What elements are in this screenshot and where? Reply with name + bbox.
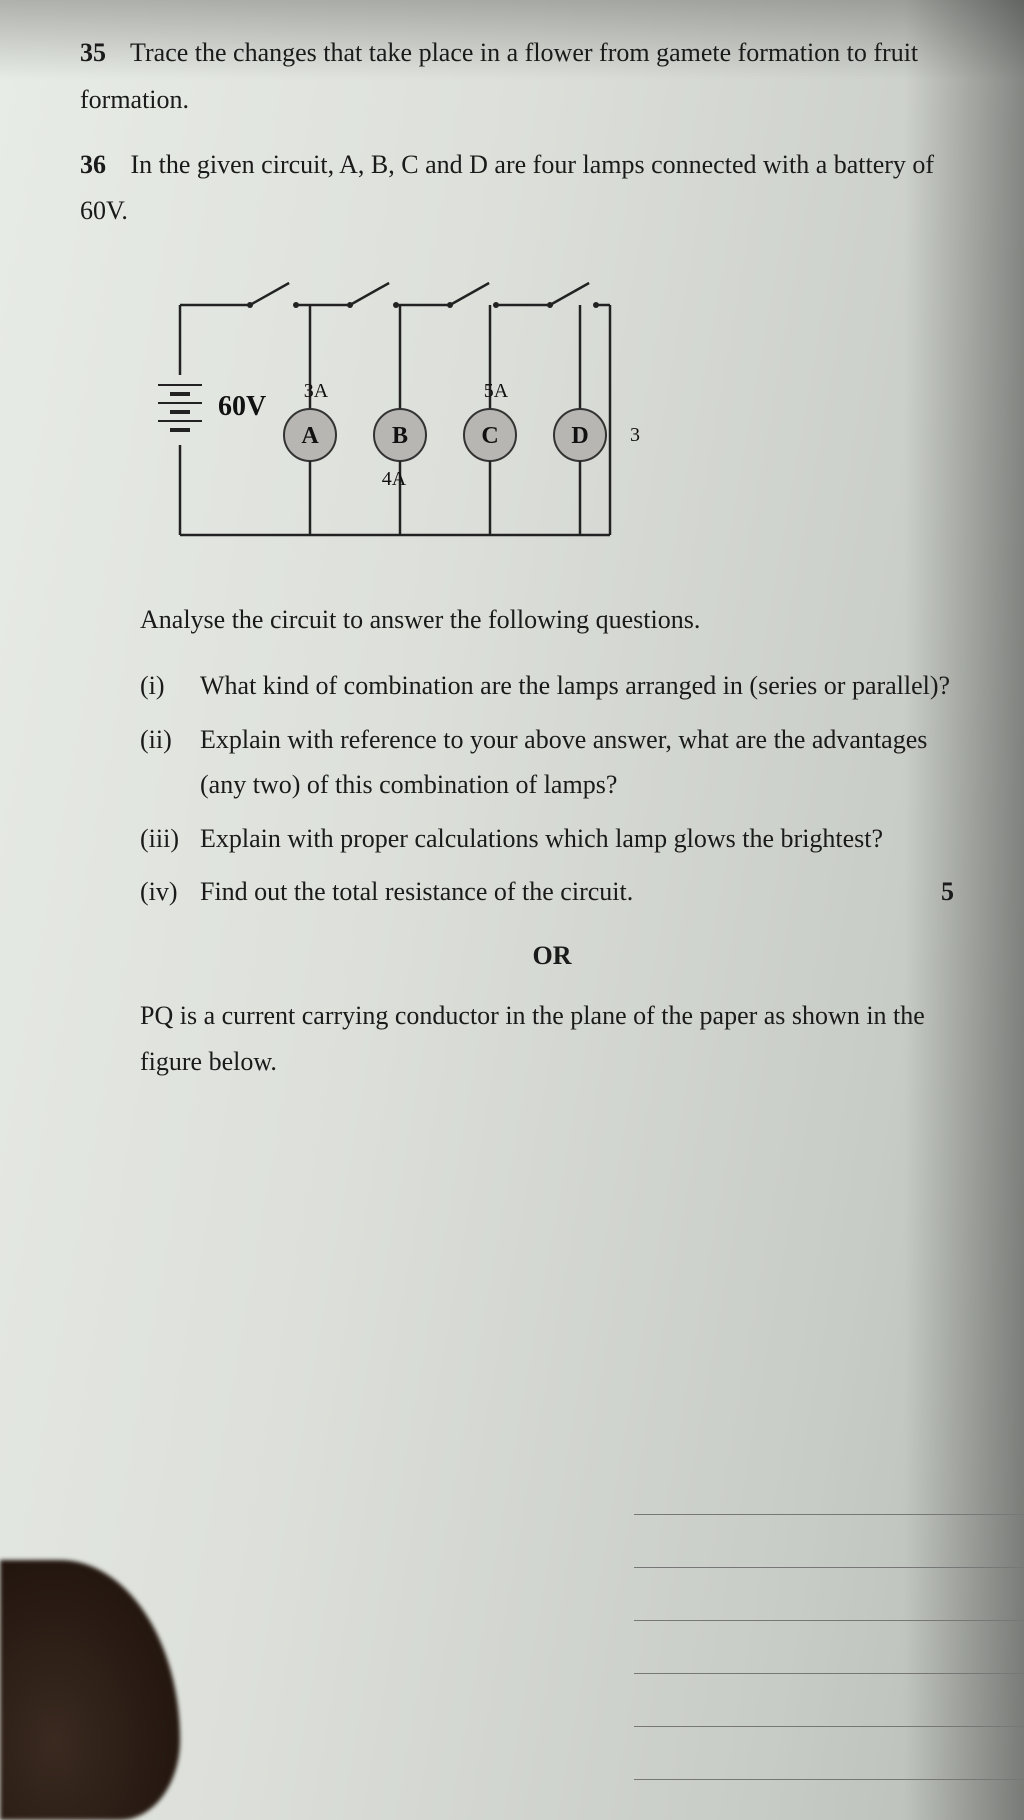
q35-text: Trace the changes that take place in a f…	[80, 38, 918, 114]
ruled-line	[634, 1568, 1024, 1621]
page-content: 35 Trace the changes that take place in …	[80, 30, 964, 1098]
sub-i-marker: (i)	[140, 663, 200, 709]
marks-5: 5	[941, 869, 954, 915]
ruled-line	[634, 1462, 1024, 1515]
sub-questions: (i) What kind of combination are the lam…	[140, 663, 964, 915]
ruled-line	[634, 1621, 1024, 1674]
svg-text:D: D	[571, 423, 588, 449]
finger-shadow	[0, 1560, 180, 1820]
sub-iv-marker: (iv)	[140, 869, 200, 915]
svg-text:A: A	[301, 423, 319, 449]
sub-i-text: What kind of combination are the lamps a…	[200, 663, 964, 709]
svg-text:4A: 4A	[382, 468, 407, 490]
svg-text:5A: 5A	[484, 380, 509, 402]
sub-iv: (iv) Find out the total resistance of th…	[140, 869, 964, 915]
svg-text:60V: 60V	[218, 391, 266, 422]
analyse-instruction: Analyse the circuit to answer the follow…	[140, 605, 964, 635]
question-35: 35 Trace the changes that take place in …	[80, 30, 964, 124]
sub-ii-marker: (ii)	[140, 717, 200, 808]
svg-text:C: C	[481, 423, 498, 449]
or-separator: OR	[140, 941, 964, 971]
sub-i: (i) What kind of combination are the lam…	[140, 663, 964, 709]
circuit-diagram: 60V A B C D 3A 4A 5A 3A	[140, 265, 640, 575]
sub-iii: (iii) Explain with proper calculations w…	[140, 816, 964, 862]
sub-iv-text: Find out the total resistance of the cir…	[200, 869, 964, 915]
ruled-lines	[634, 1462, 1024, 1780]
circuit-svg: 60V A B C D 3A 4A 5A 3A	[140, 265, 640, 575]
q36-number: 36	[80, 142, 124, 189]
ruled-line	[634, 1515, 1024, 1568]
svg-text:3A: 3A	[304, 380, 329, 402]
ruled-line	[634, 1727, 1024, 1780]
q35-number: 35	[80, 30, 124, 77]
sub-ii: (ii) Explain with reference to your abov…	[140, 717, 964, 808]
question-36: 36 In the given circuit, A, B, C and D a…	[80, 142, 964, 236]
pq-statement: PQ is a current carrying conductor in th…	[140, 993, 964, 1087]
sub-ii-text: Explain with reference to your above ans…	[200, 717, 964, 808]
question-body: Analyse the circuit to answer the follow…	[140, 605, 964, 1086]
exam-page: 35 Trace the changes that take place in …	[0, 0, 1024, 1820]
sub-iii-text: Explain with proper calculations which l…	[200, 816, 964, 862]
q36-text: In the given circuit, A, B, C and D are …	[80, 150, 934, 226]
sub-iii-marker: (iii)	[140, 816, 200, 862]
svg-text:3A: 3A	[630, 424, 640, 446]
svg-text:B: B	[392, 423, 408, 449]
pq-text: PQ is a current carrying conductor in th…	[140, 1001, 925, 1077]
ruled-line	[634, 1674, 1024, 1727]
